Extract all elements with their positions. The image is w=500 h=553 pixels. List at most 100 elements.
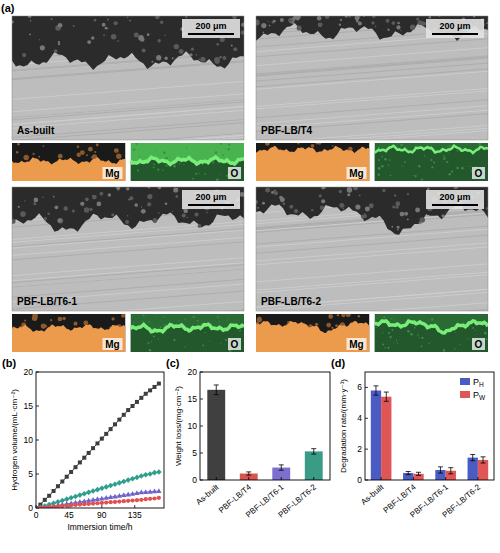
map-speckle [407,330,409,332]
corrosion-speckle [45,219,47,221]
corrosion-speckle [126,188,127,189]
sem-streak [12,107,244,125]
corrosion-speckle [232,16,237,19]
corrosion-speckle [117,40,119,42]
oxide-band [131,324,245,332]
map-speckle [257,317,262,322]
marker [143,489,148,494]
marker [147,471,153,477]
corrosion-speckle [134,32,139,37]
marker [122,499,126,503]
corrosion-speckle [297,26,302,31]
marker [82,456,86,460]
y-tick [365,418,368,419]
bar [207,390,225,480]
y-tick-label: 10 [188,421,198,431]
x-tick [248,477,249,480]
x-tick-label: 135 [128,510,142,520]
map-metal [256,146,370,181]
y-tick-label: 5 [28,469,33,479]
corrosion-speckle [321,199,325,203]
corrosion-speckle [364,213,365,214]
plot-area [371,391,488,480]
sem-frame [12,187,244,311]
map-background [256,143,370,181]
corrosion-speckle [216,43,219,46]
map-speckle [58,317,63,322]
oxide-band [131,157,245,164]
x-tick [216,477,217,480]
map-speckle [164,324,166,326]
sem-streak [256,226,488,244]
map-speckle [315,323,318,326]
error-bar [470,455,475,461]
map-speckle [396,340,397,341]
marker [60,504,64,508]
corrosion-speckle [172,57,174,59]
map-speckle [219,321,220,322]
sem-image [256,187,488,311]
sem-streak [256,309,488,311]
map-speckle [378,167,381,170]
map-speckle [415,175,417,177]
y-axis-title: Degradation rate/(mm·y⁻¹) [339,379,348,473]
marker [47,494,51,498]
eds-map [12,143,126,181]
corrosion-speckle [84,207,89,212]
corrosion-speckle [321,187,326,190]
eds-map [256,314,370,352]
scale-bar-patch [426,190,484,209]
marker [51,503,56,508]
marker [144,497,148,501]
scale-bar-text: 200 μm [439,192,470,202]
map-label-patch [472,338,485,350]
map-speckle [378,159,380,161]
corrosion-speckle [129,20,131,22]
marker [157,496,161,500]
corrosion-speckle [194,212,198,216]
map-speckle [222,154,224,156]
map-speckle [331,327,333,329]
map-speckle [318,143,322,145]
map-speckle [73,322,77,326]
x-tick-label: PBF-LB/T6-2 [441,482,483,519]
map-speckle [384,158,386,160]
map-speckle [421,337,423,339]
map-speckle [179,163,181,165]
corrosion-speckle [58,218,63,223]
map-speckle [156,150,157,151]
corrosion-speckle [63,206,67,210]
corrosion-speckle [400,30,401,31]
corrosion-speckle [241,31,244,35]
map-speckle [80,150,85,155]
plot-area [207,390,322,480]
map-speckle [227,319,228,320]
series-line [36,498,159,508]
marker [73,494,79,500]
marker [87,502,91,506]
corrosion-speckle [164,35,166,37]
sem-streak [12,258,244,276]
corrosion-speckle [157,39,160,42]
marker [126,499,130,503]
corrosion-speckle [397,226,400,229]
corrosion-speckle [152,218,157,223]
marker [117,499,121,503]
corrosion-speckle [147,33,150,36]
y-tick [365,449,368,450]
marker [56,504,60,508]
corrosion-speckle [147,194,152,199]
corrosion-speckle [311,209,313,211]
corrosion-speckle [141,206,142,207]
map-speckle [341,314,345,317]
error-bar [384,392,389,401]
corrosion-speckle [256,200,258,204]
corrosion-speckle [29,33,31,35]
map-speckle [394,342,395,343]
corrosion-speckle [318,22,323,27]
corrosion-speckle [198,224,202,228]
corrosion-speckle [289,18,294,23]
map-speckle [149,349,151,351]
map-speckle [402,165,403,166]
map-speckle [376,327,377,328]
